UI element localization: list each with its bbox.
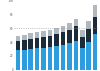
Bar [16,41,20,50]
Bar [35,38,39,48]
Bar [22,50,27,70]
Bar [61,32,65,45]
Bar [48,47,52,70]
Bar [93,17,97,34]
Bar [86,21,91,29]
Bar [74,26,78,41]
Bar [86,42,91,70]
Bar [74,41,78,70]
Bar [80,36,84,48]
Bar [48,36,52,47]
Bar [93,34,97,70]
Bar [54,46,59,70]
Bar [28,39,33,49]
Bar [35,48,39,70]
Bar [80,48,84,70]
Bar [28,33,33,39]
Bar [54,34,59,46]
Bar [80,30,84,36]
Bar [93,5,97,17]
Bar [61,45,65,70]
Bar [74,19,78,26]
Bar [67,23,72,30]
Bar [67,30,72,43]
Bar [48,30,52,36]
Bar [41,36,46,48]
Bar [22,35,27,40]
Bar [35,32,39,38]
Bar [16,50,20,70]
Bar [86,29,91,42]
Bar [22,40,27,50]
Bar [67,43,72,70]
Bar [54,28,59,34]
Bar [61,26,65,32]
Bar [41,48,46,70]
Bar [16,36,20,41]
Bar [41,31,46,36]
Bar [28,49,33,70]
